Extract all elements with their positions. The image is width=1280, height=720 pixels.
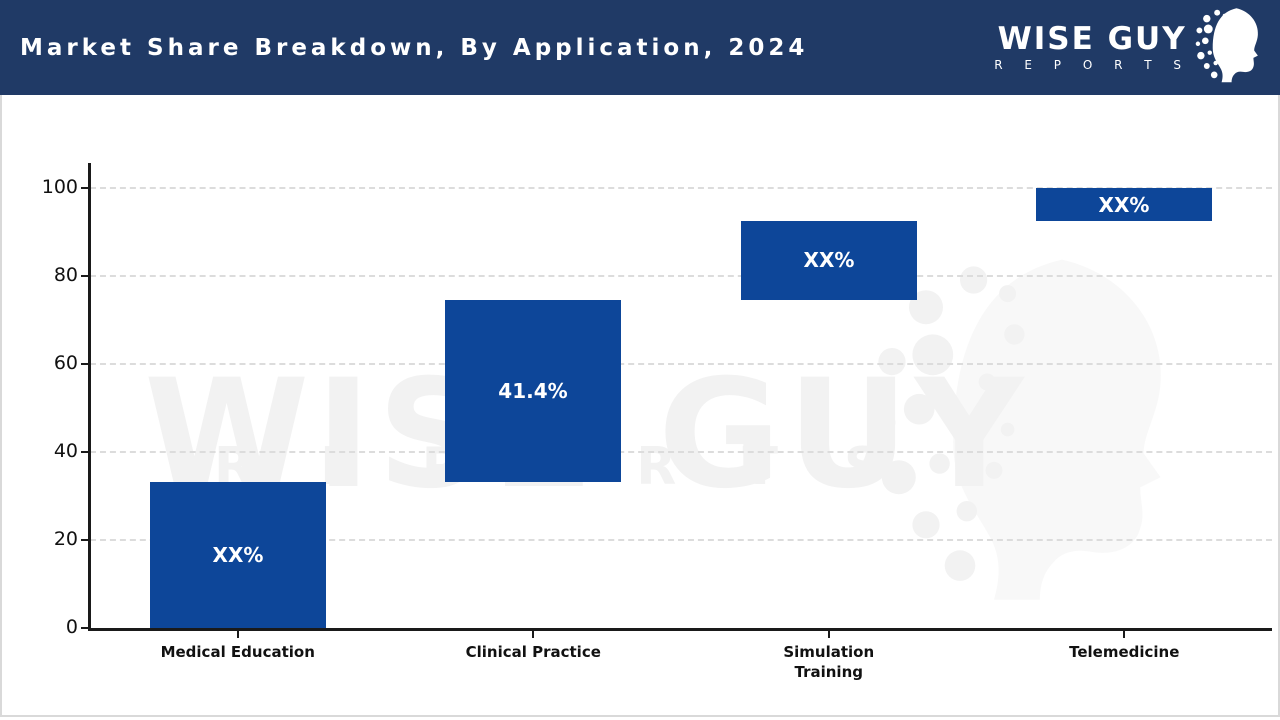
bar-value-label: 41.4% xyxy=(498,378,568,403)
brand-logo: WISE GUY R E P O R T S xyxy=(994,5,1266,91)
y-tick-mark xyxy=(81,539,90,541)
y-tick-label: 60 xyxy=(53,352,78,375)
header: Market Share Breakdown, By Application, … xyxy=(0,0,1280,95)
y-tick-label: 20 xyxy=(53,528,78,550)
gridline-20 xyxy=(90,539,1272,541)
x-tick-mark xyxy=(532,630,535,638)
bar: 41.4% xyxy=(445,299,621,482)
bar: XX% xyxy=(741,221,917,300)
y-tick-mark xyxy=(81,275,90,278)
bar-value-label: XX% xyxy=(803,248,855,273)
y-tick-mark xyxy=(81,363,90,366)
x-axis xyxy=(88,628,1272,631)
bar-value-label: XX% xyxy=(1098,192,1150,217)
page-title: Market Share Breakdown, By Application, … xyxy=(20,34,809,61)
bar: XX% xyxy=(1036,188,1212,222)
x-tick-mark xyxy=(1123,630,1126,638)
x-tick-mark xyxy=(236,630,239,638)
brand-wordmark: WISE GUY R E P O R T S xyxy=(994,23,1190,72)
y-tick-mark xyxy=(81,451,90,454)
brand-subtitle: R E P O R T S xyxy=(994,57,1190,72)
bar-value-label: XX% xyxy=(212,542,264,567)
y-tick-label: 80 xyxy=(53,264,78,287)
chart-canvas: WISE GUY R E P O R T S 020406080100XX%Me… xyxy=(0,95,1280,717)
brand-head-icon xyxy=(1192,5,1266,91)
y-tick-mark xyxy=(81,187,90,190)
bar: XX% xyxy=(150,481,326,628)
y-tick-label: 100 xyxy=(41,176,78,199)
y-tick-mark xyxy=(81,627,90,629)
gridline-100 xyxy=(90,187,1272,190)
x-category-label: Telemedicine xyxy=(1069,643,1180,661)
x-tick-mark xyxy=(827,630,830,638)
y-axis xyxy=(88,163,91,628)
y-tick-label: 0 xyxy=(65,616,78,638)
x-category-label: Simulation Training xyxy=(783,643,875,682)
gridline-80 xyxy=(90,275,1272,278)
gridline-40 xyxy=(90,451,1272,454)
brand-name: WISE GUY xyxy=(997,21,1187,58)
x-category-label: Medical Education xyxy=(160,643,315,661)
y-tick-label: 40 xyxy=(53,440,78,463)
gridline-60 xyxy=(90,363,1272,366)
x-category-label: Clinical Practice xyxy=(465,643,601,661)
